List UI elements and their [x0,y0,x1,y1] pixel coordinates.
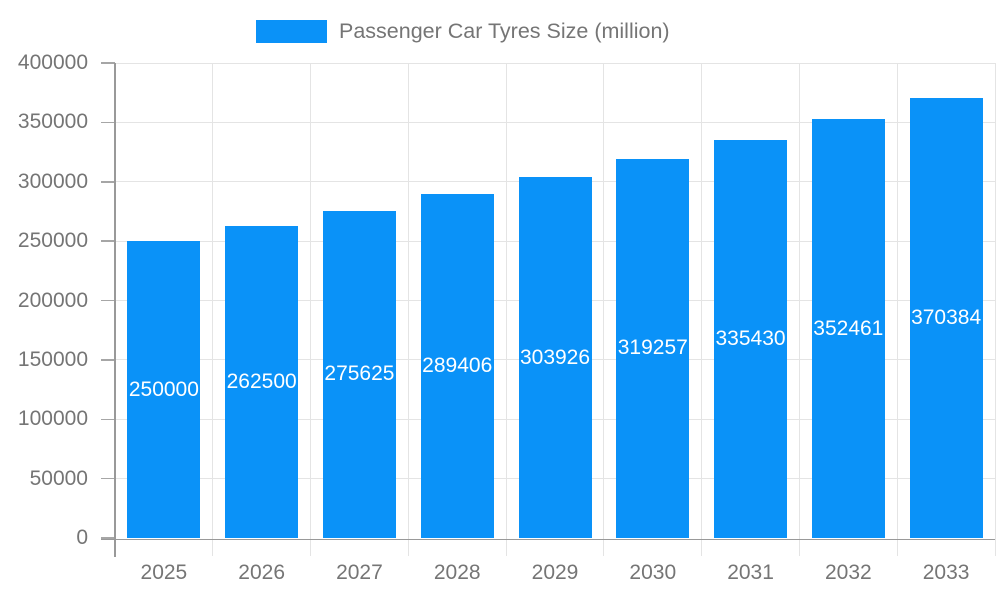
x-axis-label: 2027 [336,561,383,584]
bar[interactable]: 289406 [420,194,494,538]
y-axis-label: 150000 [17,347,88,371]
bar[interactable]: 352461 [811,119,885,538]
bar-value-label: 275625 [324,362,395,386]
y-axis-label: 100000 [17,407,88,431]
v-gridline [407,63,409,556]
bar[interactable]: 319257 [616,158,690,538]
legend-label: Passenger Car Tyres Size (million) [339,19,670,43]
bar[interactable]: 250000 [127,241,201,538]
bar-value-label: 352461 [813,316,884,340]
x-axis-label: 2032 [824,561,872,584]
v-gridline [994,63,996,556]
legend-swatch [256,20,327,43]
y-axis-label: 400000 [17,51,88,74]
bar-value-label: 289406 [422,354,493,378]
bar-value-label: 370384 [911,306,982,330]
bar-value-label: 335430 [715,326,786,350]
y-axis-tick [101,299,115,302]
bar[interactable]: 275625 [322,210,396,538]
bar-value-label: 250000 [128,377,199,401]
y-axis-tick [101,359,115,361]
y-axis-label: 200000 [17,288,88,312]
x-axis-label: 2028 [433,561,481,584]
h-gridline [115,62,995,64]
x-axis-label: 2025 [140,561,188,584]
y-axis-tick [101,240,115,242]
x-axis-baseline [101,538,995,540]
y-axis-label: 350000 [17,110,88,134]
y-axis-line [114,63,116,557]
legend: Passenger Car Tyres Size (million) [256,19,670,44]
bar[interactable]: 370384 [909,98,983,538]
v-gridline [603,63,605,556]
y-axis-label: 250000 [17,229,88,253]
bar[interactable]: 335430 [714,139,788,538]
bar[interactable]: 303926 [518,177,592,538]
v-gridline [505,63,507,556]
y-axis-tick [101,477,115,480]
v-gridline [798,63,800,556]
x-axis-label: 2030 [629,561,677,584]
h-gridline [115,121,995,123]
x-axis-label: 2029 [531,561,579,584]
y-axis-tick [101,121,115,124]
bar-value-label: 262500 [226,370,297,394]
v-gridline [701,63,703,556]
v-gridline [212,63,214,556]
y-axis-label: 50000 [29,466,88,490]
y-axis-tick [101,537,115,539]
bar-value-label: 303926 [519,345,591,369]
v-gridline [896,63,898,556]
y-axis-tick [101,418,115,420]
x-axis-label: 2031 [727,561,774,584]
y-axis-label: 0 [76,526,88,549]
bar-value-label: 319257 [617,336,688,360]
x-axis-label: 2033 [922,561,970,584]
x-axis-label: 2026 [238,561,286,584]
v-gridline [310,63,312,556]
y-axis-label: 300000 [17,169,88,193]
y-axis-tick [101,181,115,183]
bar[interactable]: 262500 [225,226,299,538]
y-axis-tick [101,62,115,64]
